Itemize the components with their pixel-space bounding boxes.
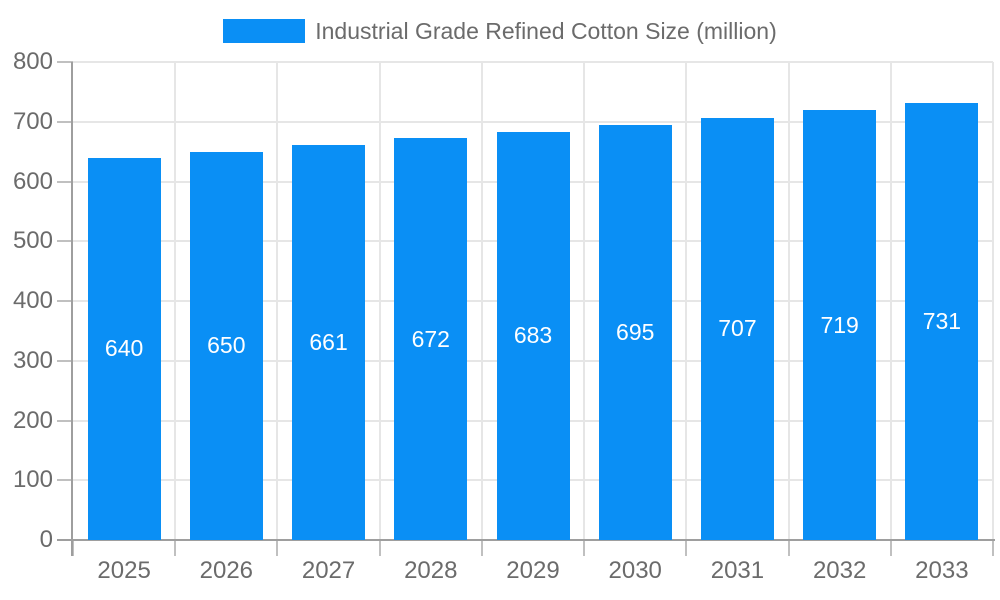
x-gridline	[787, 62, 790, 540]
x-axis-tick-label: 2029	[506, 557, 560, 584]
x-gridline	[889, 62, 892, 540]
x-axis-tick	[174, 540, 177, 556]
x-gridline	[378, 62, 381, 540]
y-axis-tick-label: 0	[39, 526, 53, 553]
y-axis-tick-label: 400	[12, 287, 53, 314]
y-axis-tick	[57, 120, 73, 123]
y-axis-tick	[57, 359, 73, 362]
bar[interactable]: 707	[700, 117, 774, 540]
x-axis-tick	[787, 540, 790, 556]
x-axis-tick-label: 2028	[404, 557, 458, 584]
y-axis-tick-label: 800	[12, 48, 53, 75]
bar[interactable]: 650	[189, 151, 263, 540]
x-axis-tick-label: 2026	[199, 557, 254, 584]
x-axis-tick-label: 2030	[608, 557, 662, 584]
legend[interactable]: Industrial Grade Refined Cotton Size (mi…	[0, 19, 1000, 43]
x-axis-tick	[685, 540, 688, 556]
bar-value-label: 683	[513, 322, 553, 349]
x-gridline	[174, 62, 177, 540]
x-axis-tick	[480, 540, 483, 556]
y-axis-tick-label: 200	[12, 406, 53, 434]
x-axis-tick	[276, 540, 279, 556]
y-axis-tick-label: 300	[12, 346, 53, 374]
legend-label: Industrial Grade Refined Cotton Size (mi…	[315, 18, 777, 44]
bar[interactable]: 695	[598, 124, 672, 540]
bar[interactable]: 731	[905, 103, 979, 540]
y-axis-tick	[57, 419, 73, 422]
x-axis-tick-label: 2025	[97, 557, 151, 584]
y-axis-tick-label: 700	[12, 107, 53, 135]
x-gridline	[992, 62, 994, 540]
x-axis-tick	[583, 540, 586, 556]
y-axis-tick	[57, 479, 73, 482]
x-axis-tick-label: 2032	[812, 557, 867, 584]
x-axis-line	[57, 539, 995, 541]
x-axis-tick-label: 2031	[710, 557, 765, 584]
y-gridline	[73, 120, 993, 123]
y-axis-tick-label: 100	[12, 466, 53, 494]
x-gridline	[685, 62, 688, 540]
bar[interactable]: 683	[496, 131, 570, 540]
y-axis-tick	[57, 180, 73, 183]
y-axis-tick	[57, 61, 73, 63]
x-axis-tick	[378, 540, 381, 556]
legend-marker-swatch	[223, 19, 306, 43]
bar[interactable]: 661	[292, 145, 366, 540]
bar-value-label: 731	[922, 308, 962, 335]
y-axis-tick-label: 500	[12, 227, 53, 255]
x-gridline	[276, 62, 279, 540]
bar-value-label: 707	[718, 315, 757, 342]
x-axis-tick	[889, 540, 892, 556]
x-gridline	[480, 62, 483, 540]
y-axis-tick	[57, 240, 73, 243]
bar-value-label: 650	[207, 332, 246, 359]
bar-value-label: 695	[616, 318, 655, 345]
bar-value-label: 661	[309, 329, 348, 356]
bar[interactable]: 640	[87, 157, 161, 540]
y-axis-tick	[57, 300, 73, 302]
bar[interactable]: 719	[803, 110, 877, 540]
bar-value-label: 672	[411, 325, 450, 352]
x-axis-tick-label: 2027	[301, 557, 356, 584]
y-axis-tick-label: 600	[12, 167, 53, 195]
bar-value-label: 640	[104, 335, 144, 362]
bar-value-label: 719	[820, 311, 859, 338]
y-gridline	[73, 61, 993, 63]
x-axis-tick	[992, 540, 994, 556]
bar[interactable]: 672	[394, 138, 468, 540]
y-axis-line	[71, 62, 73, 556]
x-axis-tick	[72, 540, 74, 556]
x-gridline	[583, 62, 586, 540]
x-axis-tick-label: 2033	[915, 557, 969, 584]
